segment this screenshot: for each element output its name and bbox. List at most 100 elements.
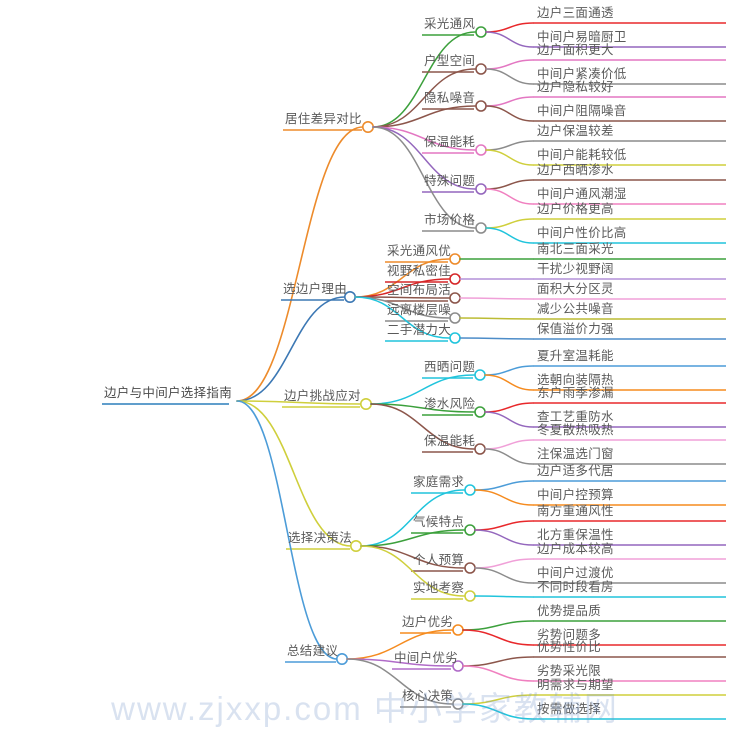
leaf-label-4-1-1[interactable]: 劣势采光限 [537,664,602,678]
sub-node-4-0[interactable] [452,624,464,636]
sub-node-4-2[interactable] [452,698,464,710]
leaf-label-4-2-0[interactable]: 明需求与期望 [537,678,614,692]
leaf-label-3-1-1[interactable]: 北方重保温性 [537,528,614,542]
leaf-label-0-3-0[interactable]: 边户保温较差 [537,124,614,138]
sub-connector [372,105,476,128]
sub-label-1-0[interactable]: 采光通风优 [387,244,452,258]
leaf-label-4-2-1[interactable]: 按需做选择 [537,702,602,716]
sub-node-2-1[interactable] [474,406,486,418]
sub-node-1-3[interactable] [449,312,461,324]
leaf-label-2-0-1[interactable]: 选朝向装隔热 [537,373,614,387]
sub-label-2-1[interactable]: 渗水风险 [424,397,476,411]
sub-label-4-0[interactable]: 边户优劣 [402,615,454,629]
sub-label-1-3[interactable]: 远离楼层噪 [387,303,452,317]
sub-label-4-1[interactable]: 中间户优劣 [394,651,459,665]
branch-label-3[interactable]: 选择决策法 [288,531,353,545]
leaf-label-0-5-1[interactable]: 中间户性价比高 [537,226,627,240]
leaf-label-0-2-1[interactable]: 中间户阻隔噪音 [537,104,627,118]
sub-node-0-0[interactable] [475,26,487,38]
leaf-connector [474,520,534,531]
leaf-connector [485,227,534,244]
leaf-label-3-2-1[interactable]: 中间户过渡优 [537,566,614,580]
sub-node-0-5[interactable] [475,222,487,234]
sub-label-1-4[interactable]: 二手潜力大 [387,323,452,337]
sub-node-1-0[interactable] [449,253,461,265]
leaf-connector [485,149,534,166]
sub-label-3-2[interactable]: 个人预算 [413,553,465,567]
sub-label-2-2[interactable]: 保温能耗 [424,434,476,448]
root-node-label[interactable]: 边户与中间户选择指南 [104,386,233,400]
sub-node-0-1[interactable] [475,63,487,75]
leaf-connector [484,374,534,391]
leaf-label-3-2-0[interactable]: 边户成本较高 [537,542,614,556]
leaf-label-1-1-0[interactable]: 干扰少视野阔 [537,262,614,276]
leaf-label-4-1-0[interactable]: 优势性价比 [537,640,602,654]
leaf-connector [485,96,534,107]
leaf-label-0-2-0[interactable]: 边户隐私较好 [537,80,614,94]
sub-label-0-3[interactable]: 保温能耗 [424,135,476,149]
sub-label-1-1[interactable]: 视野私密佳 [387,264,452,278]
sub-node-3-0[interactable] [464,484,476,496]
branch-node-0[interactable] [361,121,374,134]
leaf-label-1-3-0[interactable]: 减少公共噪音 [537,302,614,316]
sub-label-0-2[interactable]: 隐私噪音 [424,91,476,105]
sub-label-1-2[interactable]: 空间布局活 [387,283,452,297]
leaf-connector [484,365,534,376]
leaf-label-3-0-1[interactable]: 中间户控预算 [537,488,614,502]
leaf-label-2-1-1[interactable]: 查工艺重防水 [537,410,614,424]
branch-connector [236,400,338,660]
branch-label-0[interactable]: 居住差异对比 [285,112,362,126]
leaf-label-2-1-0[interactable]: 东户雨季渗漏 [537,386,614,400]
sub-node-0-3[interactable] [475,144,487,156]
leaf-label-0-1-0[interactable]: 边户面积更大 [537,43,614,57]
leaf-label-2-2-1[interactable]: 注保温选门窗 [537,447,614,461]
leaf-label-0-4-1[interactable]: 中间户通风潮湿 [537,187,627,201]
leaf-connector [485,68,534,85]
leaf-label-3-0-0[interactable]: 边户适多代居 [537,464,614,478]
branch-label-2[interactable]: 边户挑战应对 [284,389,361,403]
sub-node-2-2[interactable] [474,443,486,455]
leaf-label-0-3-1[interactable]: 中间户能耗较低 [537,148,627,162]
leaf-connector [485,140,534,151]
branch-node-3[interactable] [349,539,362,552]
sub-connector [370,403,475,413]
leaf-label-1-0-0[interactable]: 南北三面采光 [537,242,614,256]
leaf-label-4-0-1[interactable]: 劣势问题多 [537,628,602,642]
leaf-label-4-0-0[interactable]: 优势提品质 [537,604,602,618]
branch-connector [236,126,364,402]
branch-label-1[interactable]: 选边户理由 [283,282,348,296]
sub-label-0-5[interactable]: 市场价格 [424,213,476,227]
sub-node-1-4[interactable] [449,332,461,344]
leaf-label-2-0-0[interactable]: 夏升室温耗能 [537,349,614,363]
sub-node-1-2[interactable] [449,292,461,304]
branch-label-4[interactable]: 总结建议 [287,644,339,658]
sub-label-3-1[interactable]: 气候特点 [413,515,465,529]
sub-node-0-2[interactable] [475,100,487,112]
sub-label-0-0[interactable]: 采光通风 [424,17,476,31]
sub-label-3-3[interactable]: 实地考察 [413,581,465,595]
sub-label-3-0[interactable]: 家庭需求 [413,475,465,489]
sub-node-0-4[interactable] [475,183,487,195]
sub-label-4-2[interactable]: 核心决策 [402,689,454,703]
sub-label-0-1[interactable]: 户型空间 [424,54,476,68]
sub-node-3-3[interactable] [464,590,476,602]
leaf-label-0-0-0[interactable]: 边户三面通透 [537,6,614,20]
leaf-label-0-0-1[interactable]: 中间户易暗厨卫 [537,30,627,44]
leaf-connector [462,665,534,682]
sub-node-3-2[interactable] [464,562,476,574]
leaf-label-2-2-0[interactable]: 冬夏散热吸热 [537,423,614,437]
leaf-label-1-4-0[interactable]: 保值溢价力强 [537,322,614,336]
branch-node-4[interactable] [335,652,348,665]
sub-node-2-0[interactable] [474,369,486,381]
branch-node-2[interactable] [359,397,372,410]
leaf-label-1-2-0[interactable]: 面积大分区灵 [537,282,614,296]
sub-node-3-1[interactable] [464,524,476,536]
sub-label-0-4[interactable]: 特殊问题 [424,174,476,188]
leaf-label-0-4-0[interactable]: 边户西晒渗水 [537,163,614,177]
sub-node-1-1[interactable] [449,273,461,285]
sub-label-2-0[interactable]: 西晒问题 [424,360,476,374]
leaf-label-3-1-0[interactable]: 南方重通风性 [537,504,614,518]
leaf-label-0-1-1[interactable]: 中间户紧凑价低 [537,67,627,81]
leaf-label-0-5-0[interactable]: 边户价格更高 [537,202,614,216]
leaf-label-3-3-0[interactable]: 不同时段看房 [537,580,614,594]
